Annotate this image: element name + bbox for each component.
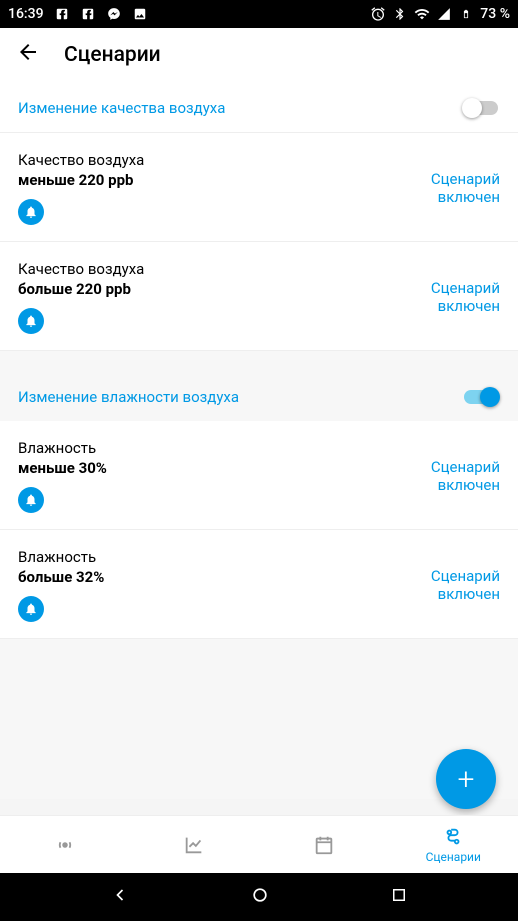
tab-live[interactable]: [0, 816, 130, 873]
page-title: Сценарии: [64, 43, 161, 67]
scenario-status-2: включен: [438, 188, 500, 206]
scenario-status-1: Сценарий: [431, 458, 500, 476]
scenario-value: больше 32%: [18, 568, 431, 586]
status-time: 16:39: [8, 6, 44, 22]
scenario-item[interactable]: Качество воздуха меньше 220 ppb Сценарий…: [0, 133, 518, 242]
tab-scenarios[interactable]: Сценарии: [389, 816, 518, 873]
bottom-tabs: Сценарии: [0, 815, 518, 873]
wifi-icon: [414, 6, 430, 22]
status-bar: 16:39 73 %: [0, 0, 518, 28]
alarm-icon: [370, 6, 386, 22]
scenario-item[interactable]: Влажность меньше 30% Сценарий включен: [0, 421, 518, 530]
bell-icon: [18, 487, 44, 513]
scenario-status-2: включен: [438, 585, 500, 603]
nav-back[interactable]: [110, 885, 130, 909]
content: Изменение качества воздуха Качество возд…: [0, 82, 518, 799]
tab-chart[interactable]: [130, 816, 260, 873]
section-humidity[interactable]: Изменение влажности воздуха: [0, 371, 518, 421]
app-header: Сценарии: [0, 28, 518, 82]
messenger-icon: [106, 6, 122, 22]
tab-label: Сценарии: [426, 850, 481, 864]
bell-icon: [18, 199, 44, 225]
section-air-quality[interactable]: Изменение качества воздуха: [0, 82, 518, 133]
tab-calendar[interactable]: [259, 816, 389, 873]
nav-home[interactable]: [250, 885, 270, 909]
section-title: Изменение качества воздуха: [18, 99, 225, 117]
photo-icon: [132, 6, 148, 22]
humidity-toggle[interactable]: [462, 387, 500, 407]
facebook-icon: [54, 6, 70, 22]
scenario-status-1: Сценарий: [431, 567, 500, 585]
status-battery: 73 %: [480, 6, 510, 22]
scenario-label: Качество воздуха: [18, 151, 431, 169]
signal-icon: [436, 6, 452, 22]
add-scenario-fab[interactable]: +: [436, 749, 496, 809]
scenario-item[interactable]: Качество воздуха больше 220 ppb Сценарий…: [0, 242, 518, 351]
bell-icon: [18, 596, 44, 622]
scenario-label: Качество воздуха: [18, 260, 431, 278]
scenario-label: Влажность: [18, 439, 431, 457]
scenario-status-1: Сценарий: [431, 279, 500, 297]
battery-icon: [458, 6, 474, 22]
scenario-label: Влажность: [18, 548, 431, 566]
section-title: Изменение влажности воздуха: [18, 388, 239, 406]
bell-icon: [18, 308, 44, 334]
nav-recent[interactable]: [390, 886, 408, 908]
scenario-status-2: включен: [438, 297, 500, 315]
bluetooth-icon: [392, 6, 408, 22]
scenario-value: меньше 220 ppb: [18, 171, 431, 189]
scenario-status-1: Сценарий: [431, 170, 500, 188]
scenario-status-2: включен: [438, 476, 500, 494]
android-nav-bar: [0, 873, 518, 921]
back-button[interactable]: [16, 40, 40, 70]
scenario-item[interactable]: Влажность больше 32% Сценарий включен: [0, 530, 518, 639]
facebook-icon-2: [80, 6, 96, 22]
scenario-value: больше 220 ppb: [18, 280, 431, 298]
air-quality-toggle[interactable]: [462, 98, 500, 118]
scenario-value: меньше 30%: [18, 459, 431, 477]
